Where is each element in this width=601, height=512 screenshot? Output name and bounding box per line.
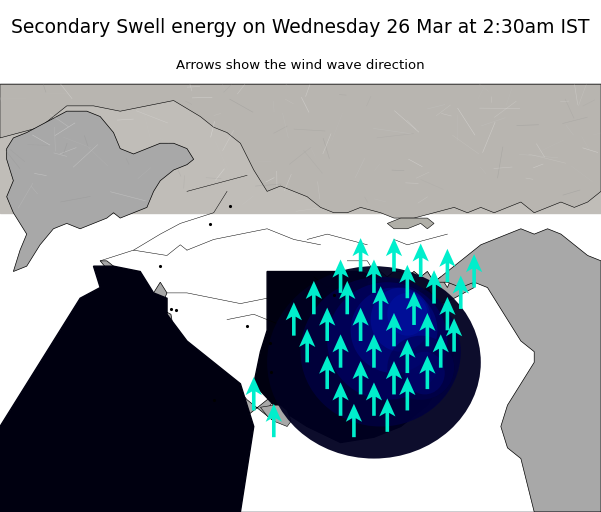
Polygon shape xyxy=(0,266,254,512)
Polygon shape xyxy=(434,229,601,512)
Ellipse shape xyxy=(267,266,481,459)
Ellipse shape xyxy=(300,277,461,426)
Ellipse shape xyxy=(371,288,431,352)
Ellipse shape xyxy=(327,282,447,400)
Ellipse shape xyxy=(350,288,438,373)
Ellipse shape xyxy=(387,336,454,400)
Polygon shape xyxy=(367,271,434,298)
Text: Secondary Swell energy on Wednesday 26 Mar at 2:30am IST: Secondary Swell energy on Wednesday 26 M… xyxy=(11,17,590,36)
Polygon shape xyxy=(260,405,291,426)
Polygon shape xyxy=(254,271,454,442)
Ellipse shape xyxy=(404,352,445,394)
Polygon shape xyxy=(0,84,601,213)
Polygon shape xyxy=(100,261,474,426)
Polygon shape xyxy=(387,218,434,229)
Polygon shape xyxy=(0,84,601,218)
Ellipse shape xyxy=(387,293,427,336)
Text: Arrows show the wind wave direction: Arrows show the wind wave direction xyxy=(176,59,425,72)
Polygon shape xyxy=(7,111,194,271)
